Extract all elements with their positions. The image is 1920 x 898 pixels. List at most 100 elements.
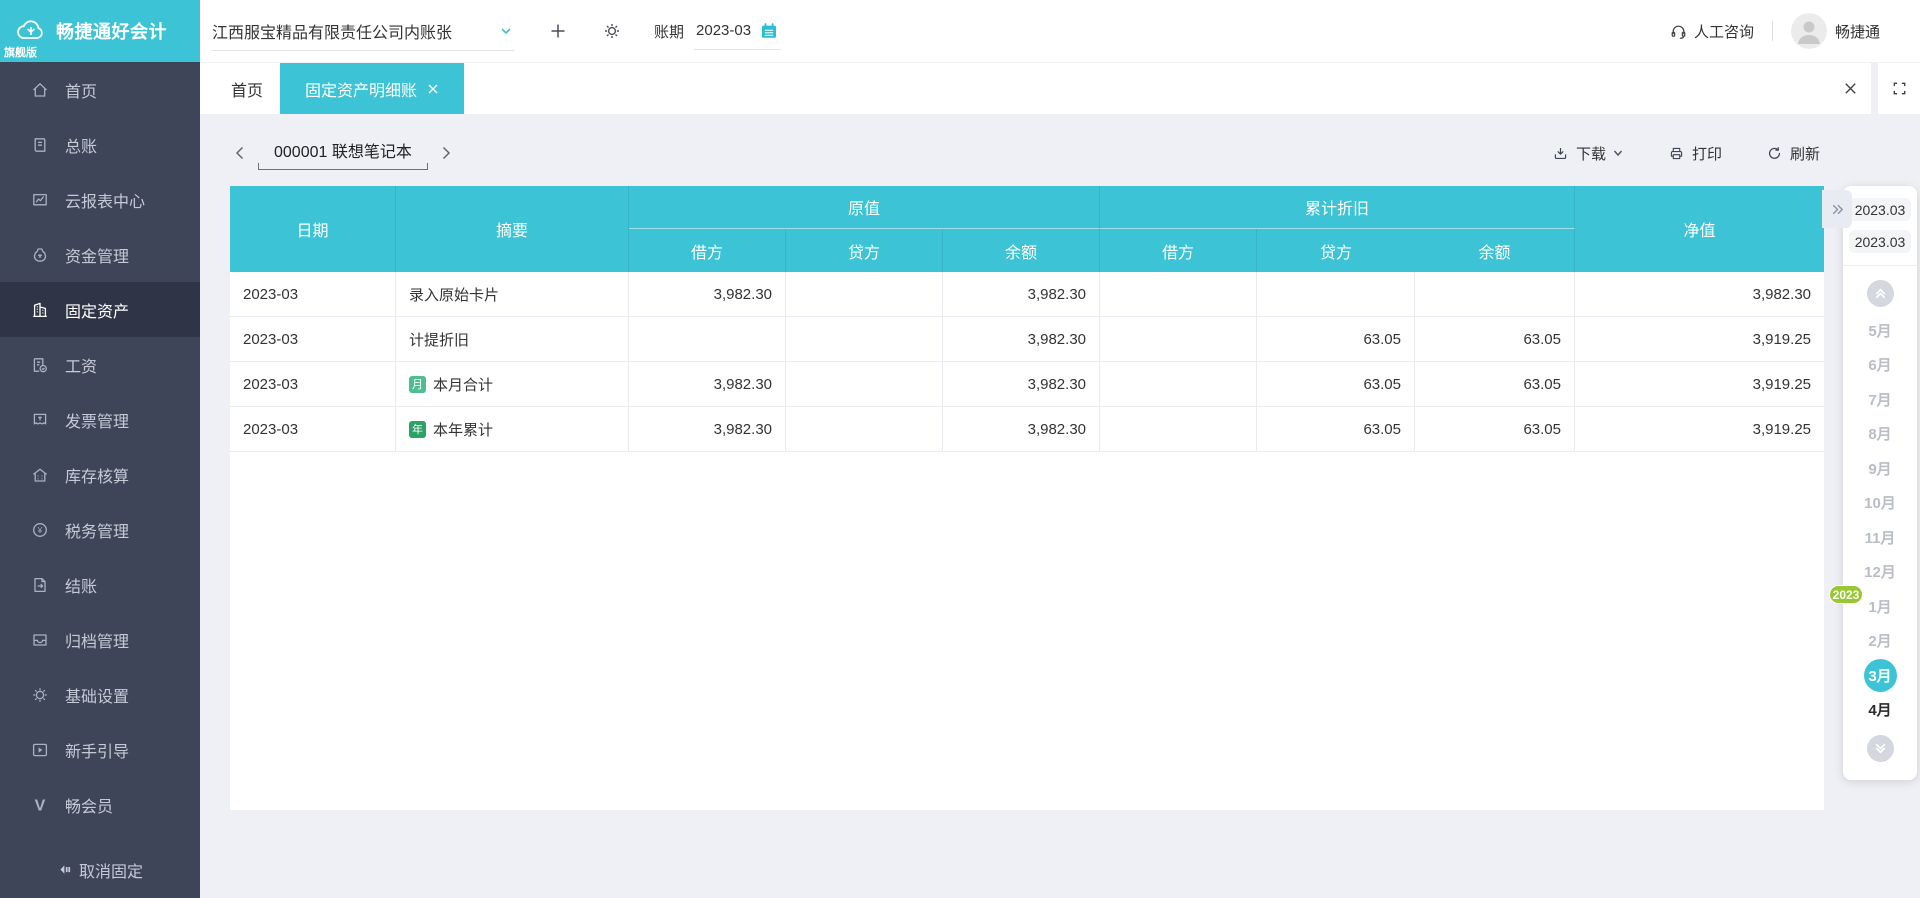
month-item[interactable]: 12月 <box>1864 564 1896 582</box>
topbar-right: 人工咨询 畅捷通 <box>1669 13 1880 49</box>
month-item[interactable]: 11月 <box>1864 529 1896 547</box>
table-header: 日期 摘要 原值 累计折旧 净值 借方 贷方 余额 借方 贷方 余额 <box>230 186 1824 272</box>
download-icon <box>1552 145 1569 162</box>
sidebar-item-label: 资金管理 <box>65 248 130 266</box>
page-header: 000001 联想笔记本 下载 打印 刷新 <box>200 134 1920 172</box>
col-header-balance[interactable]: 余额 <box>943 229 1100 272</box>
tab-close-icon[interactable] <box>427 83 439 95</box>
col-header-summary[interactable]: 摘要 <box>396 186 629 272</box>
month-item[interactable]: 8月 <box>1868 426 1892 444</box>
cell-ov-credit <box>786 272 943 316</box>
cell-ad-credit: 63.05 <box>1257 317 1415 361</box>
month-item[interactable]: 2月 <box>1868 633 1892 651</box>
report-chart-icon <box>30 190 50 210</box>
close-all-tabs-button[interactable] <box>1829 63 1871 114</box>
col-group-original-value[interactable]: 原值 <box>629 186 1100 229</box>
collapse-pin-icon <box>57 861 75 879</box>
sidebar-item-member[interactable]: V 畅会员 <box>0 777 200 832</box>
month-label: 3月 <box>1868 667 1892 685</box>
printer-icon <box>1668 145 1685 162</box>
svg-text:V: V <box>35 797 46 814</box>
asset-selector[interactable]: 000001 联想笔记本 <box>258 136 428 170</box>
sidebar-item-guide[interactable]: 新手引导 <box>0 722 200 777</box>
month-item[interactable]: 10月 <box>1864 495 1896 513</box>
double-chevron-down-icon <box>1875 743 1885 754</box>
user-avatar[interactable] <box>1790 13 1827 49</box>
sidebar-item-settings[interactable]: 基础设置 <box>0 667 200 722</box>
tab-fixed-asset-ledger[interactable]: 固定资产明细账 <box>280 63 464 114</box>
unpin-sidebar-button[interactable]: 取消固定 <box>0 850 200 890</box>
col-header-credit[interactable]: 贷方 <box>1319 244 1352 262</box>
month-item[interactable]: 7月 <box>1868 391 1892 409</box>
cell-ad-credit: 63.05 <box>1257 362 1415 406</box>
money-bag-icon <box>30 245 50 265</box>
collapse-month-panel-button[interactable] <box>1822 190 1852 228</box>
cell-ad-balance: 63.05 <box>1415 407 1575 451</box>
sidebar-item-label: 固定资产 <box>65 303 130 321</box>
sidebar-item-tax[interactable]: ¥ 税务管理 <box>0 502 200 557</box>
year-badge: 2023 <box>1829 585 1863 604</box>
sidebar-item-invoices[interactable]: 发票管理 <box>0 392 200 447</box>
add-account-button[interactable] <box>548 21 568 41</box>
col-header-debit[interactable]: 借方 <box>629 229 786 272</box>
sidebar-item-archive[interactable]: 归档管理 <box>0 612 200 667</box>
table-row[interactable]: 2023-03 计提折旧 3,982.30 63.05 63.05 3,919.… <box>230 317 1824 362</box>
table-row-month-total[interactable]: 2023-03 月 本月合计 3,982.30 3,982.30 63.05 6… <box>230 362 1824 407</box>
sidebar-item-fixed-assets[interactable]: 固定资产 <box>0 282 200 337</box>
sidebar-item-label: 归档管理 <box>65 633 130 651</box>
period-pill-end[interactable]: 2023.03 <box>1849 230 1911 253</box>
cell-ov-debit <box>629 317 786 361</box>
sidebar-item-cloud-reports[interactable]: 云报表中心 <box>0 172 200 227</box>
col-header-balance[interactable]: 余额 <box>1415 229 1575 272</box>
period-picker[interactable]: 2023-03 <box>694 12 782 50</box>
col-header-date[interactable]: 日期 <box>230 186 396 272</box>
table-row[interactable]: 2023-03 录入原始卡片 3,982.30 3,982.30 3,982.3… <box>230 272 1824 317</box>
sidebar-item-payroll[interactable]: 工资 <box>0 337 200 392</box>
tab-label: 固定资产明细账 <box>304 82 417 100</box>
app-logo[interactable]: 畅捷通好会计 旗舰版 <box>0 0 200 62</box>
cell-date: 2023-03 <box>230 317 396 361</box>
download-button[interactable]: 下载 <box>1552 143 1624 164</box>
month-item-selected[interactable]: 3月 <box>1843 658 1917 693</box>
sidebar-item-closing[interactable]: 结账 <box>0 557 200 612</box>
month-item[interactable]: 6月 <box>1868 357 1892 375</box>
fullscreen-button[interactable] <box>1878 63 1920 114</box>
sidebar: 畅捷通好会计 旗舰版 首页 总账 云报表中心 资金管理 固定资产 工资 <box>0 0 200 898</box>
unpin-label: 取消固定 <box>78 864 143 881</box>
invoice-icon <box>30 410 50 430</box>
svg-text:¥: ¥ <box>37 526 43 535</box>
next-asset-button[interactable] <box>438 145 454 161</box>
sidebar-item-home[interactable]: 首页 <box>0 62 200 117</box>
table-row-year-total[interactable]: 2023-03 年 本年累计 3,982.30 3,982.30 63.05 6… <box>230 407 1824 452</box>
scroll-down-button[interactable] <box>1866 735 1894 762</box>
prev-asset-button[interactable] <box>232 145 248 161</box>
col-header-credit[interactable]: 贷方 <box>786 229 943 272</box>
settings-gear-button[interactable] <box>602 21 622 41</box>
sidebar-item-funds[interactable]: 资金管理 <box>0 227 200 282</box>
col-header-net-value[interactable]: 净值 <box>1683 223 1716 240</box>
topbar: 江西服宝精品有限责任公司内账张 账期 2023-03 人工咨询 畅捷通 <box>200 0 1920 62</box>
tab-home[interactable]: 首页 <box>214 63 280 114</box>
col-group-accumulated-depreciation[interactable]: 累计折旧 <box>1100 186 1575 229</box>
month-item[interactable]: 1月 <box>1868 598 1892 616</box>
period-pill-start[interactable]: 2023.03 <box>1849 198 1911 221</box>
cell-ad-debit <box>1100 407 1257 451</box>
consult-label: 人工咨询 <box>1693 23 1754 41</box>
sidebar-menu: 首页 总账 云报表中心 资金管理 固定资产 工资 发票管理 库存核算 <box>0 62 200 832</box>
chevron-down-icon <box>498 23 514 39</box>
username[interactable]: 畅捷通 <box>1834 23 1880 41</box>
company-selector[interactable]: 江西服宝精品有限责任公司内账张 <box>212 11 514 51</box>
scroll-up-button[interactable] <box>1866 280 1894 307</box>
month-item-current[interactable]: 4月 <box>1868 702 1892 720</box>
sidebar-item-inventory[interactable]: 库存核算 <box>0 447 200 502</box>
sidebar-item-general-ledger[interactable]: 总账 <box>0 117 200 172</box>
month-item[interactable]: 9月 <box>1868 460 1892 478</box>
month-item[interactable]: 5月 <box>1868 322 1892 340</box>
summary-text: 本月合计 <box>433 376 494 394</box>
print-button[interactable]: 打印 <box>1668 143 1722 164</box>
refresh-button[interactable]: 刷新 <box>1766 143 1820 164</box>
app-title: 畅捷通好会计 <box>56 22 167 42</box>
cloud-logo-icon <box>14 18 48 44</box>
consult-button[interactable]: 人工咨询 <box>1669 21 1754 42</box>
col-header-debit[interactable]: 借方 <box>1100 229 1257 272</box>
